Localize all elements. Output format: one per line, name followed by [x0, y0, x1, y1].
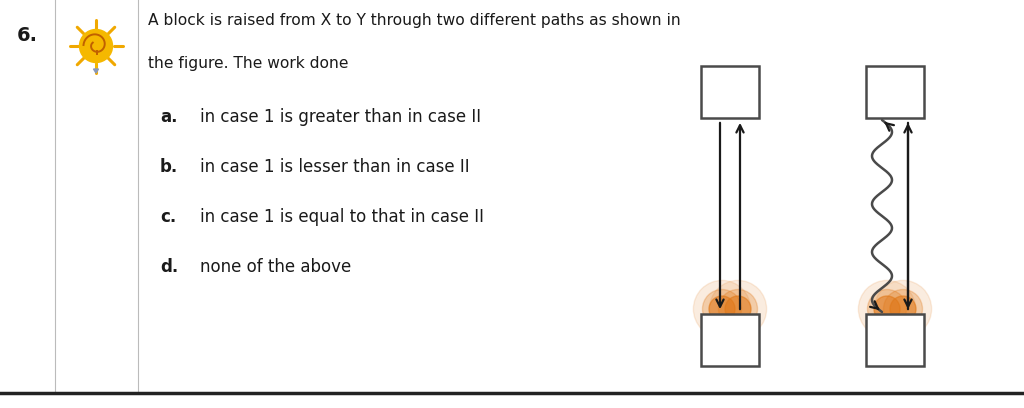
Circle shape: [858, 280, 915, 337]
Circle shape: [884, 290, 923, 328]
Text: c.: c.: [160, 208, 176, 226]
Circle shape: [719, 290, 758, 328]
Text: 6.: 6.: [16, 26, 38, 45]
Circle shape: [867, 290, 906, 328]
Circle shape: [80, 29, 113, 62]
Circle shape: [710, 280, 767, 337]
Text: in case 1 is equal to that in case II: in case 1 is equal to that in case II: [200, 208, 484, 226]
Bar: [866, 314, 924, 366]
Text: a.: a.: [160, 108, 177, 126]
Text: the figure. The work done: the figure. The work done: [148, 56, 348, 71]
Circle shape: [702, 290, 741, 328]
Circle shape: [709, 296, 735, 322]
Circle shape: [874, 280, 932, 337]
Bar: [701, 314, 759, 366]
Circle shape: [874, 296, 900, 322]
Circle shape: [890, 296, 916, 322]
Bar: [701, 66, 759, 118]
Text: d.: d.: [160, 258, 178, 276]
Text: in case 1 is greater than in case II: in case 1 is greater than in case II: [200, 108, 481, 126]
Text: b.: b.: [160, 158, 178, 176]
Text: A block is raised from X to Y through two different paths as shown in: A block is raised from X to Y through tw…: [148, 13, 681, 28]
Polygon shape: [93, 69, 98, 73]
Text: in case 1 is lesser than in case II: in case 1 is lesser than in case II: [200, 158, 470, 176]
Circle shape: [693, 280, 751, 337]
Text: none of the above: none of the above: [200, 258, 351, 276]
Bar: [866, 66, 924, 118]
Circle shape: [725, 296, 751, 322]
